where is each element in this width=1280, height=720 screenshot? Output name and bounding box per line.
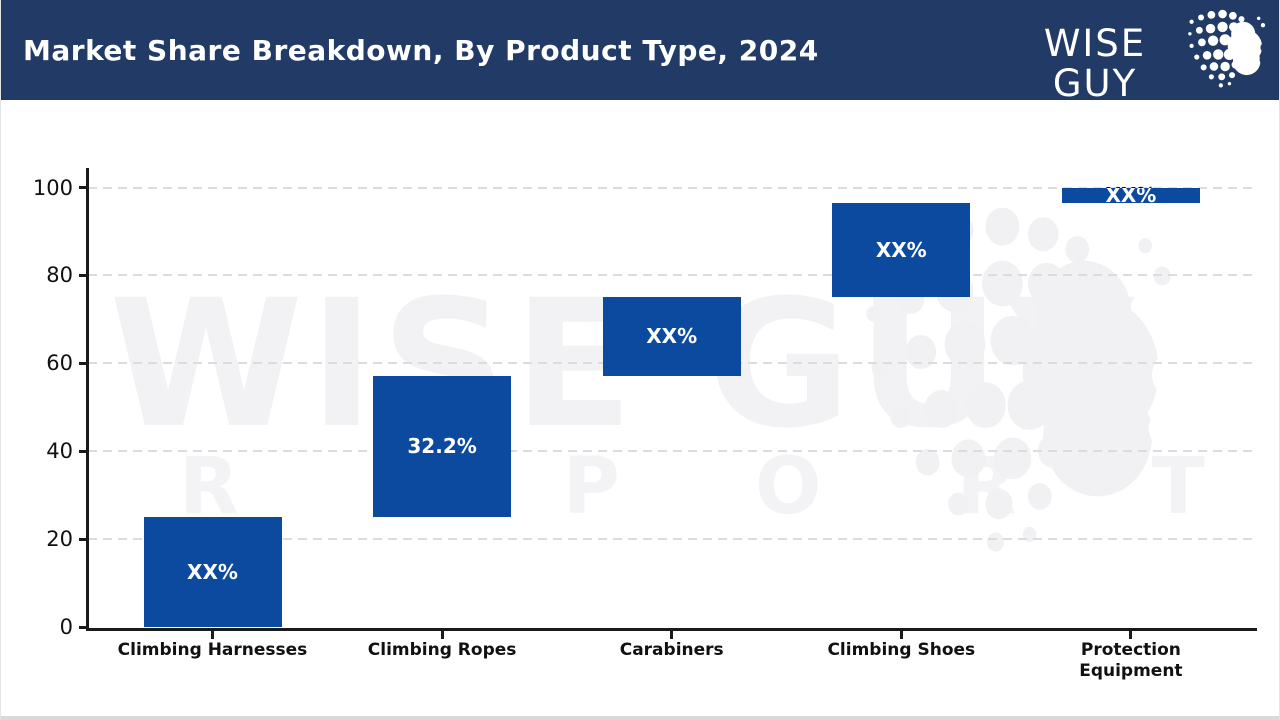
bar-climbing-harnesses <box>143 517 282 627</box>
y-tick-mark <box>79 625 87 629</box>
x-axis-line <box>86 628 1257 631</box>
wiseguy-logo: WISE GUY REPORTS <box>1009 6 1269 122</box>
wiseguy-head-icon <box>1188 9 1269 88</box>
y-tick-label: 40 <box>46 439 73 464</box>
x-tick-mark <box>670 631 674 639</box>
bar-carabiners <box>602 297 741 376</box>
bar-climbing-ropes <box>373 375 512 518</box>
x-tick-mark <box>899 631 903 639</box>
y-tick-label: 100 <box>32 175 73 200</box>
y-gridline <box>88 274 1257 277</box>
bar-protection-equipment <box>1061 187 1200 203</box>
y-tick-mark <box>79 361 87 365</box>
x-tick-mark <box>440 631 444 639</box>
bar-value-label: XX% <box>1105 187 1157 203</box>
y-tick-mark <box>79 537 87 541</box>
wiseguy-logo-text: WISE GUY REPORTS <box>1009 22 1181 123</box>
y-tick-mark <box>79 186 87 190</box>
y-tick-label: 0 <box>59 615 73 639</box>
bar-value-label: XX% <box>187 560 238 585</box>
category-label-carabiners: Carabiners <box>619 640 724 660</box>
header-band: Market Share Breakdown, By Product Type,… <box>1 0 1279 122</box>
y-gridline <box>88 450 1257 453</box>
bar-value-label: XX% <box>646 324 698 349</box>
y-gridline <box>88 538 1257 541</box>
y-tick-label: 80 <box>46 263 73 288</box>
y-tick-label: 60 <box>46 351 73 376</box>
page-title: Market Share Breakdown, By Product Type,… <box>23 33 819 67</box>
bar-value-label: 32.2% <box>407 434 477 459</box>
category-label-climbing-ropes: Climbing Ropes <box>367 640 517 660</box>
bar-climbing-shoes <box>832 202 971 297</box>
category-label-climbing-harnesses: Climbing Harnesses <box>117 640 308 660</box>
bar-value-label: XX% <box>875 237 927 262</box>
bottom-edge-strip <box>1 716 1279 720</box>
x-tick-mark <box>211 631 214 639</box>
y-tick-mark <box>79 273 87 277</box>
y-gridline <box>88 186 1257 189</box>
category-label-protection-equipment: Protection Equipment <box>1079 640 1183 681</box>
x-tick-mark <box>1129 631 1133 639</box>
logo-subtitle: REPORTS <box>1032 106 1168 122</box>
category-label-climbing-shoes: Climbing Shoes <box>827 640 976 660</box>
y-axis-line <box>86 168 89 631</box>
logo-wordmark: WISE GUY <box>1043 22 1147 105</box>
y-tick-label: 20 <box>46 527 73 552</box>
y-tick-mark <box>79 449 87 453</box>
